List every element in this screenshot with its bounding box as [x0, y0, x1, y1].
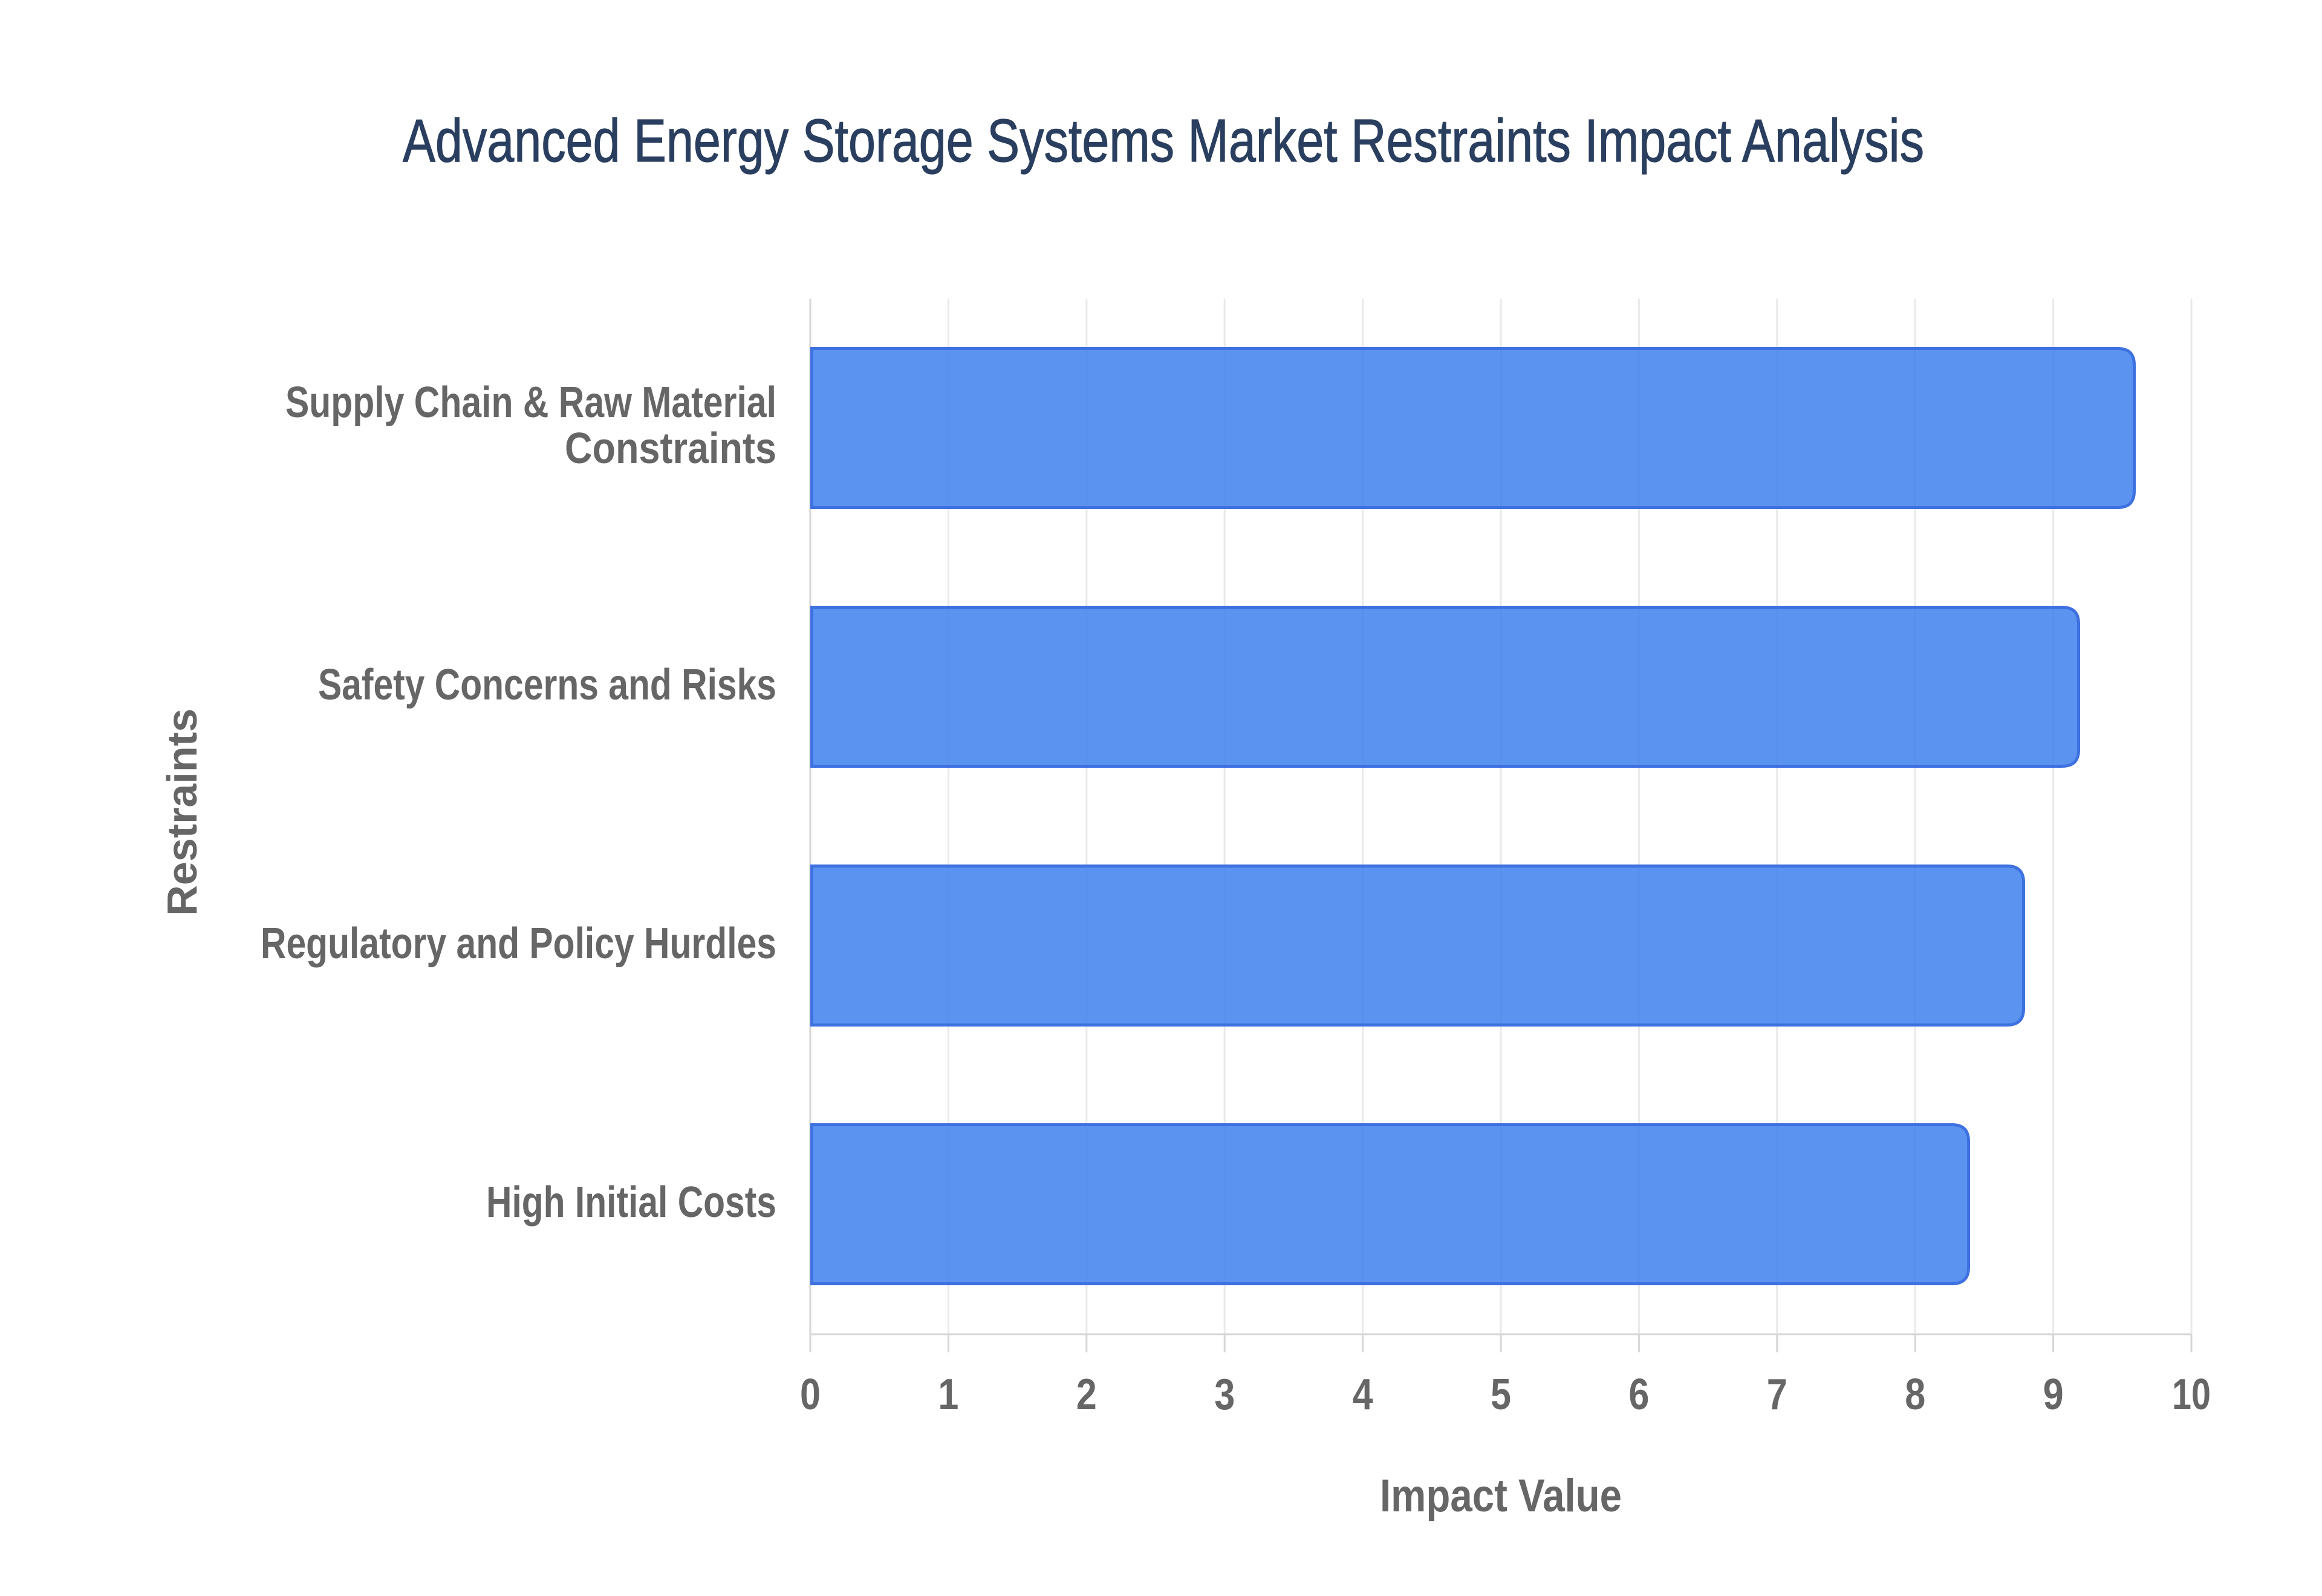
svg-text:Impact Value: Impact Value [1380, 1470, 1622, 1522]
svg-text:3: 3 [1214, 1371, 1235, 1419]
svg-text:0: 0 [800, 1371, 821, 1419]
svg-text:5: 5 [1491, 1371, 1511, 1419]
svg-text:Constraints: Constraints [565, 424, 776, 473]
svg-text:Regulatory and Policy Hurdles: Regulatory and Policy Hurdles [261, 920, 776, 968]
svg-text:2: 2 [1076, 1371, 1097, 1419]
svg-text:9: 9 [2043, 1371, 2064, 1419]
svg-text:High Initial Costs: High Initial Costs [486, 1178, 776, 1227]
svg-text:7: 7 [1767, 1371, 1787, 1419]
svg-text:8: 8 [1905, 1371, 1925, 1419]
svg-text:1: 1 [938, 1371, 958, 1419]
svg-text:Safety Concerns and Risks: Safety Concerns and Risks [318, 661, 776, 709]
svg-text:6: 6 [1628, 1371, 1649, 1419]
svg-text:Advanced Energy Storage System: Advanced Energy Storage Systems Market R… [403, 107, 1924, 175]
svg-text:Restraints: Restraints [158, 709, 206, 916]
svg-text:10: 10 [2172, 1371, 2211, 1419]
svg-text:Supply Chain & Raw Material: Supply Chain & Raw Material [285, 378, 776, 427]
svg-text:4: 4 [1353, 1371, 1373, 1419]
